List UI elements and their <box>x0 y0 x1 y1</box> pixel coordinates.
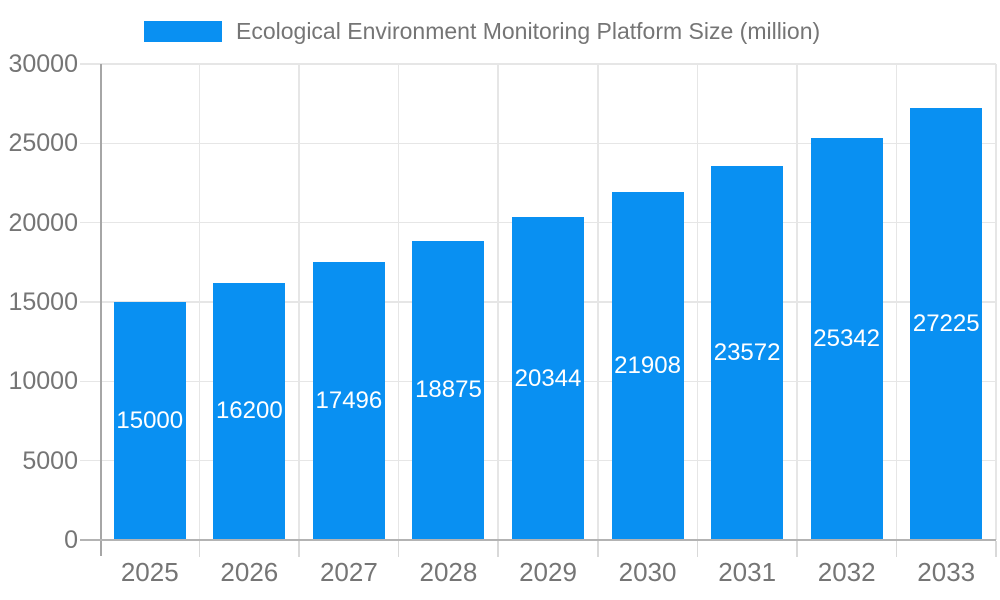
gridline-vertical <box>597 64 599 540</box>
bar-value-label: 15000 <box>116 407 184 434</box>
bar <box>910 108 983 540</box>
x-tick-label: 2033 <box>917 557 976 587</box>
bar <box>113 302 186 540</box>
x-axis-tick <box>995 541 997 557</box>
x-axis-line <box>80 539 996 541</box>
gridline-vertical <box>995 64 997 540</box>
bar <box>611 192 684 540</box>
gridline-vertical <box>497 64 499 540</box>
x-tick-label: 2030 <box>618 557 677 587</box>
bar <box>810 137 883 540</box>
y-tick-label: 10000 <box>8 367 78 396</box>
x-axis-tick <box>895 541 898 557</box>
bar <box>312 262 385 540</box>
x-tick-label: 2027 <box>319 557 378 587</box>
bar <box>213 282 286 540</box>
y-tick-label: 15000 <box>8 288 78 316</box>
bar-value-label: 25342 <box>813 324 881 352</box>
legend-label: Ecological Environment Monitoring Platfo… <box>236 18 821 44</box>
x-tick-label: 2029 <box>519 557 577 587</box>
gridline-vertical <box>696 64 699 540</box>
x-tick-label: 2031 <box>718 557 777 587</box>
y-tick-label: 25000 <box>8 129 78 158</box>
legend: Ecological Environment Monitoring Platfo… <box>144 10 820 52</box>
bar <box>412 240 485 540</box>
x-axis-tick <box>796 541 798 557</box>
gridline-vertical <box>397 64 400 540</box>
bar <box>512 217 584 540</box>
bar-value-label: 27225 <box>912 310 980 337</box>
gridline-vertical <box>895 64 898 540</box>
x-axis-tick <box>696 541 699 557</box>
y-tick-label: 30000 <box>8 50 78 78</box>
bar-value-label: 21908 <box>614 352 681 380</box>
bar-value-label: 16200 <box>215 397 283 425</box>
y-tick-label: 5000 <box>22 446 78 475</box>
bar-value-label: 18875 <box>415 376 482 404</box>
x-axis-tick <box>397 541 400 557</box>
gridline-vertical <box>298 64 300 540</box>
bar-value-label: 20344 <box>514 364 582 392</box>
gridline-horizontal <box>80 142 996 145</box>
x-tick-label: 2028 <box>419 557 478 587</box>
bar-value-label: 23572 <box>713 338 781 366</box>
x-axis-tick <box>298 541 300 557</box>
bar <box>711 165 784 540</box>
x-axis-tick <box>597 541 599 557</box>
gridline-vertical <box>796 64 798 540</box>
y-tick-label: 20000 <box>8 208 78 237</box>
y-tick-label: 0 <box>64 526 78 554</box>
x-axis-tick <box>198 541 201 557</box>
gridline-vertical <box>198 64 201 540</box>
x-tick-label: 2026 <box>220 557 279 587</box>
legend-swatch <box>144 20 222 42</box>
gridline-horizontal <box>80 63 996 65</box>
bar-value-label: 17496 <box>315 387 383 415</box>
y-axis-line <box>100 64 102 556</box>
x-tick-label: 2032 <box>817 557 876 587</box>
x-axis-tick <box>497 541 499 557</box>
x-tick-label: 2025 <box>120 557 179 587</box>
